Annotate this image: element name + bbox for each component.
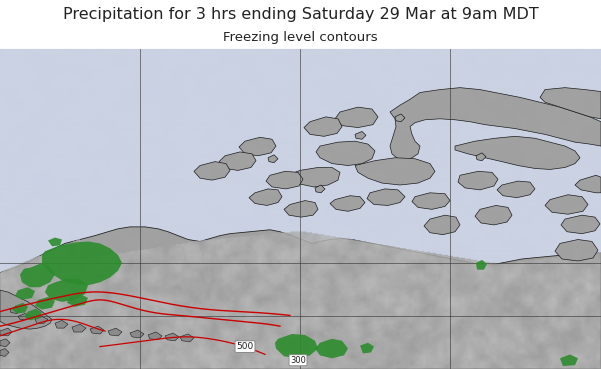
Polygon shape: [545, 195, 588, 214]
Polygon shape: [90, 326, 104, 334]
Polygon shape: [12, 303, 28, 314]
Polygon shape: [575, 175, 601, 193]
Polygon shape: [540, 88, 601, 119]
Polygon shape: [194, 162, 230, 180]
Polygon shape: [424, 215, 460, 235]
Polygon shape: [293, 168, 340, 187]
Polygon shape: [316, 141, 375, 166]
Polygon shape: [458, 171, 498, 190]
Polygon shape: [165, 333, 179, 341]
Polygon shape: [315, 185, 325, 193]
Polygon shape: [0, 339, 10, 346]
Polygon shape: [35, 297, 55, 310]
Text: Precipitation for 3 hrs ending Saturday 29 Mar at 9am MDT: Precipitation for 3 hrs ending Saturday …: [63, 7, 538, 22]
Polygon shape: [335, 107, 378, 128]
Polygon shape: [268, 155, 278, 163]
Polygon shape: [48, 238, 62, 246]
Text: 500: 500: [236, 342, 254, 351]
Polygon shape: [0, 227, 601, 369]
Polygon shape: [476, 260, 487, 270]
Polygon shape: [266, 171, 303, 189]
Polygon shape: [67, 294, 88, 307]
Polygon shape: [55, 320, 68, 328]
Polygon shape: [390, 88, 601, 161]
Polygon shape: [555, 239, 598, 261]
Polygon shape: [249, 189, 282, 206]
Polygon shape: [0, 328, 12, 336]
Polygon shape: [45, 279, 88, 302]
Polygon shape: [130, 330, 144, 338]
Polygon shape: [367, 189, 405, 206]
Polygon shape: [275, 334, 318, 358]
Polygon shape: [412, 193, 450, 209]
Polygon shape: [476, 153, 486, 161]
Polygon shape: [219, 152, 256, 170]
Polygon shape: [108, 328, 122, 336]
Polygon shape: [360, 343, 374, 354]
Polygon shape: [355, 131, 366, 139]
Polygon shape: [148, 332, 162, 340]
Polygon shape: [395, 114, 405, 122]
Polygon shape: [315, 339, 348, 358]
Polygon shape: [20, 263, 55, 287]
Polygon shape: [42, 241, 122, 285]
Text: Freezing level contours: Freezing level contours: [223, 31, 378, 45]
Polygon shape: [455, 136, 580, 169]
Polygon shape: [239, 137, 276, 156]
Text: 300: 300: [290, 356, 306, 365]
Polygon shape: [10, 307, 20, 314]
Polygon shape: [72, 324, 86, 332]
Polygon shape: [304, 117, 342, 136]
Polygon shape: [0, 290, 52, 329]
Polygon shape: [355, 158, 435, 185]
Polygon shape: [497, 181, 535, 198]
Polygon shape: [35, 317, 48, 323]
Polygon shape: [561, 215, 600, 234]
Polygon shape: [24, 308, 42, 320]
Polygon shape: [330, 196, 365, 211]
Polygon shape: [18, 314, 30, 319]
Polygon shape: [0, 349, 9, 356]
Polygon shape: [560, 354, 578, 366]
Polygon shape: [475, 206, 512, 225]
Polygon shape: [15, 287, 35, 300]
Polygon shape: [284, 201, 318, 217]
Polygon shape: [180, 334, 194, 342]
